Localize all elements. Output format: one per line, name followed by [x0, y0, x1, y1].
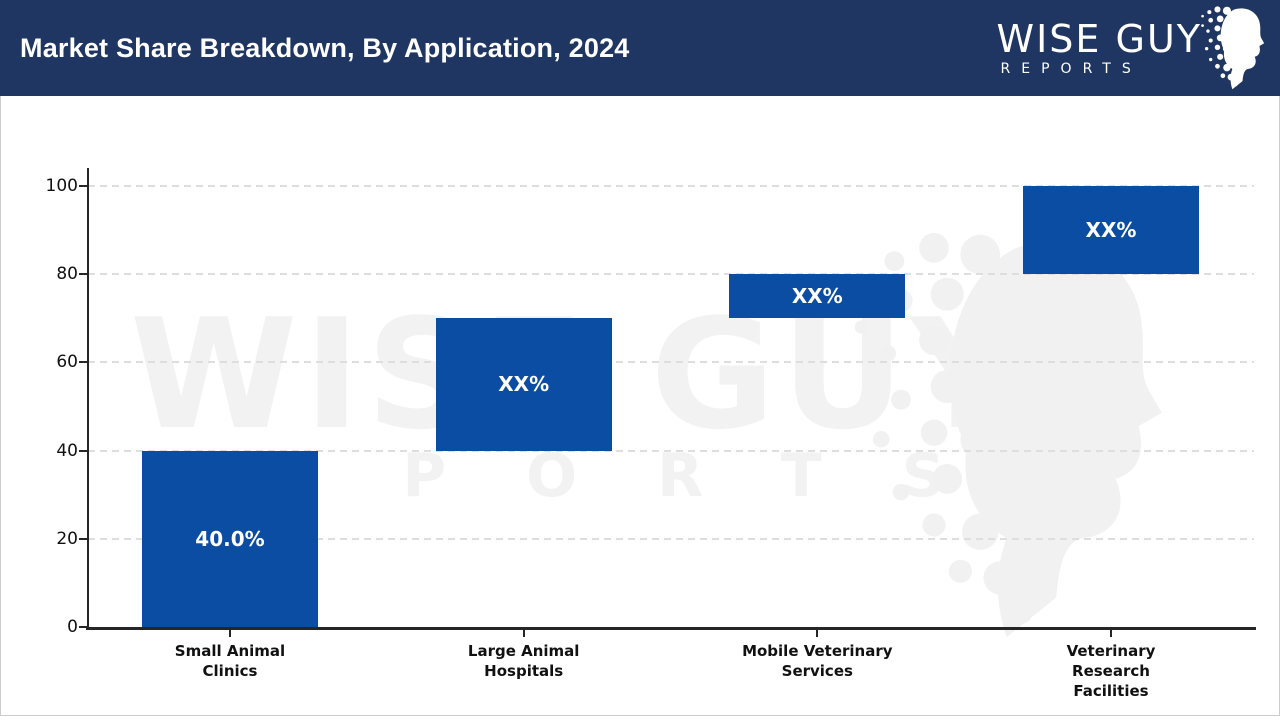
x-category-line: Large Animal: [467, 642, 580, 660]
x-tick-mark: [1110, 629, 1112, 637]
y-tick-label: 60: [56, 352, 78, 373]
y-tick-label: 100: [45, 176, 78, 196]
bar-segment: 40.0%: [142, 450, 318, 627]
bar-value-label: XX%: [498, 372, 550, 397]
wiseguy-logo: WISE GUY REPORTS: [997, 4, 1266, 92]
bar-value-label: XX%: [791, 284, 843, 309]
x-tick-mark: [816, 629, 819, 637]
grid-line: [88, 273, 1254, 276]
wiseguy-head-icon: [1196, 4, 1266, 92]
page-border-left: [0, 96, 1, 716]
bar-value-label: XX%: [1085, 218, 1137, 243]
x-category-line: Mobile Veterinary: [742, 642, 893, 660]
grid-line: [88, 537, 1254, 540]
y-tick-mark: [79, 537, 87, 540]
y-axis-line: [87, 168, 89, 629]
y-tick-mark: [79, 449, 87, 452]
bar-segment: XX%: [729, 274, 906, 319]
y-tick-label: 40: [56, 440, 78, 461]
chart-plot-area: WISE GUY REPORTS 0 20 40 60 80 100 40.0% Small …: [0, 96, 1280, 720]
x-category-line: Services: [781, 662, 853, 680]
x-tick-mark: [522, 629, 525, 637]
grid-line: [88, 361, 1254, 364]
x-category-line: Hospitals: [484, 662, 564, 680]
grid-line: [88, 185, 1254, 187]
logo-wordmark-line2: REPORTS: [1000, 61, 1142, 77]
logo-wordmark: WISE GUY REPORTS: [997, 19, 1202, 77]
x-category-line: Research: [1072, 662, 1150, 680]
x-category-label: Small Animal Clinics: [110, 641, 350, 681]
x-category-line: Facilities: [1073, 682, 1149, 700]
y-tick-mark: [79, 185, 87, 187]
bar-segment: XX%: [435, 318, 612, 451]
x-category-label: Mobile Veterinary Services: [697, 641, 937, 681]
bar-segment: XX%: [1023, 186, 1199, 275]
page-title: Market Share Breakdown, By Application, …: [20, 32, 630, 63]
x-category-line: Small Animal: [174, 642, 286, 660]
y-tick-mark: [79, 626, 87, 628]
header-bar: Market Share Breakdown, By Application, …: [0, 0, 1280, 96]
x-category-line: Veterinary: [1066, 642, 1156, 660]
page-border-bottom: [0, 715, 1280, 716]
x-tick-mark: [229, 629, 231, 637]
y-tick-label: 0: [67, 617, 78, 637]
y-tick-mark: [79, 273, 87, 276]
logo-wordmark-line1: WISE GUY: [996, 17, 1202, 61]
y-tick-mark: [79, 361, 87, 364]
x-category-label: Veterinary Research Facilities: [991, 641, 1231, 701]
grid-line: [88, 449, 1254, 452]
x-axis-line: [86, 627, 1256, 630]
bar-value-label: 40.0%: [195, 526, 265, 551]
x-category-line: Clinics: [202, 662, 258, 680]
y-tick-label: 80: [56, 264, 78, 285]
x-category-label: Large Animal Hospitals: [404, 641, 644, 681]
y-tick-label: 20: [56, 528, 78, 549]
